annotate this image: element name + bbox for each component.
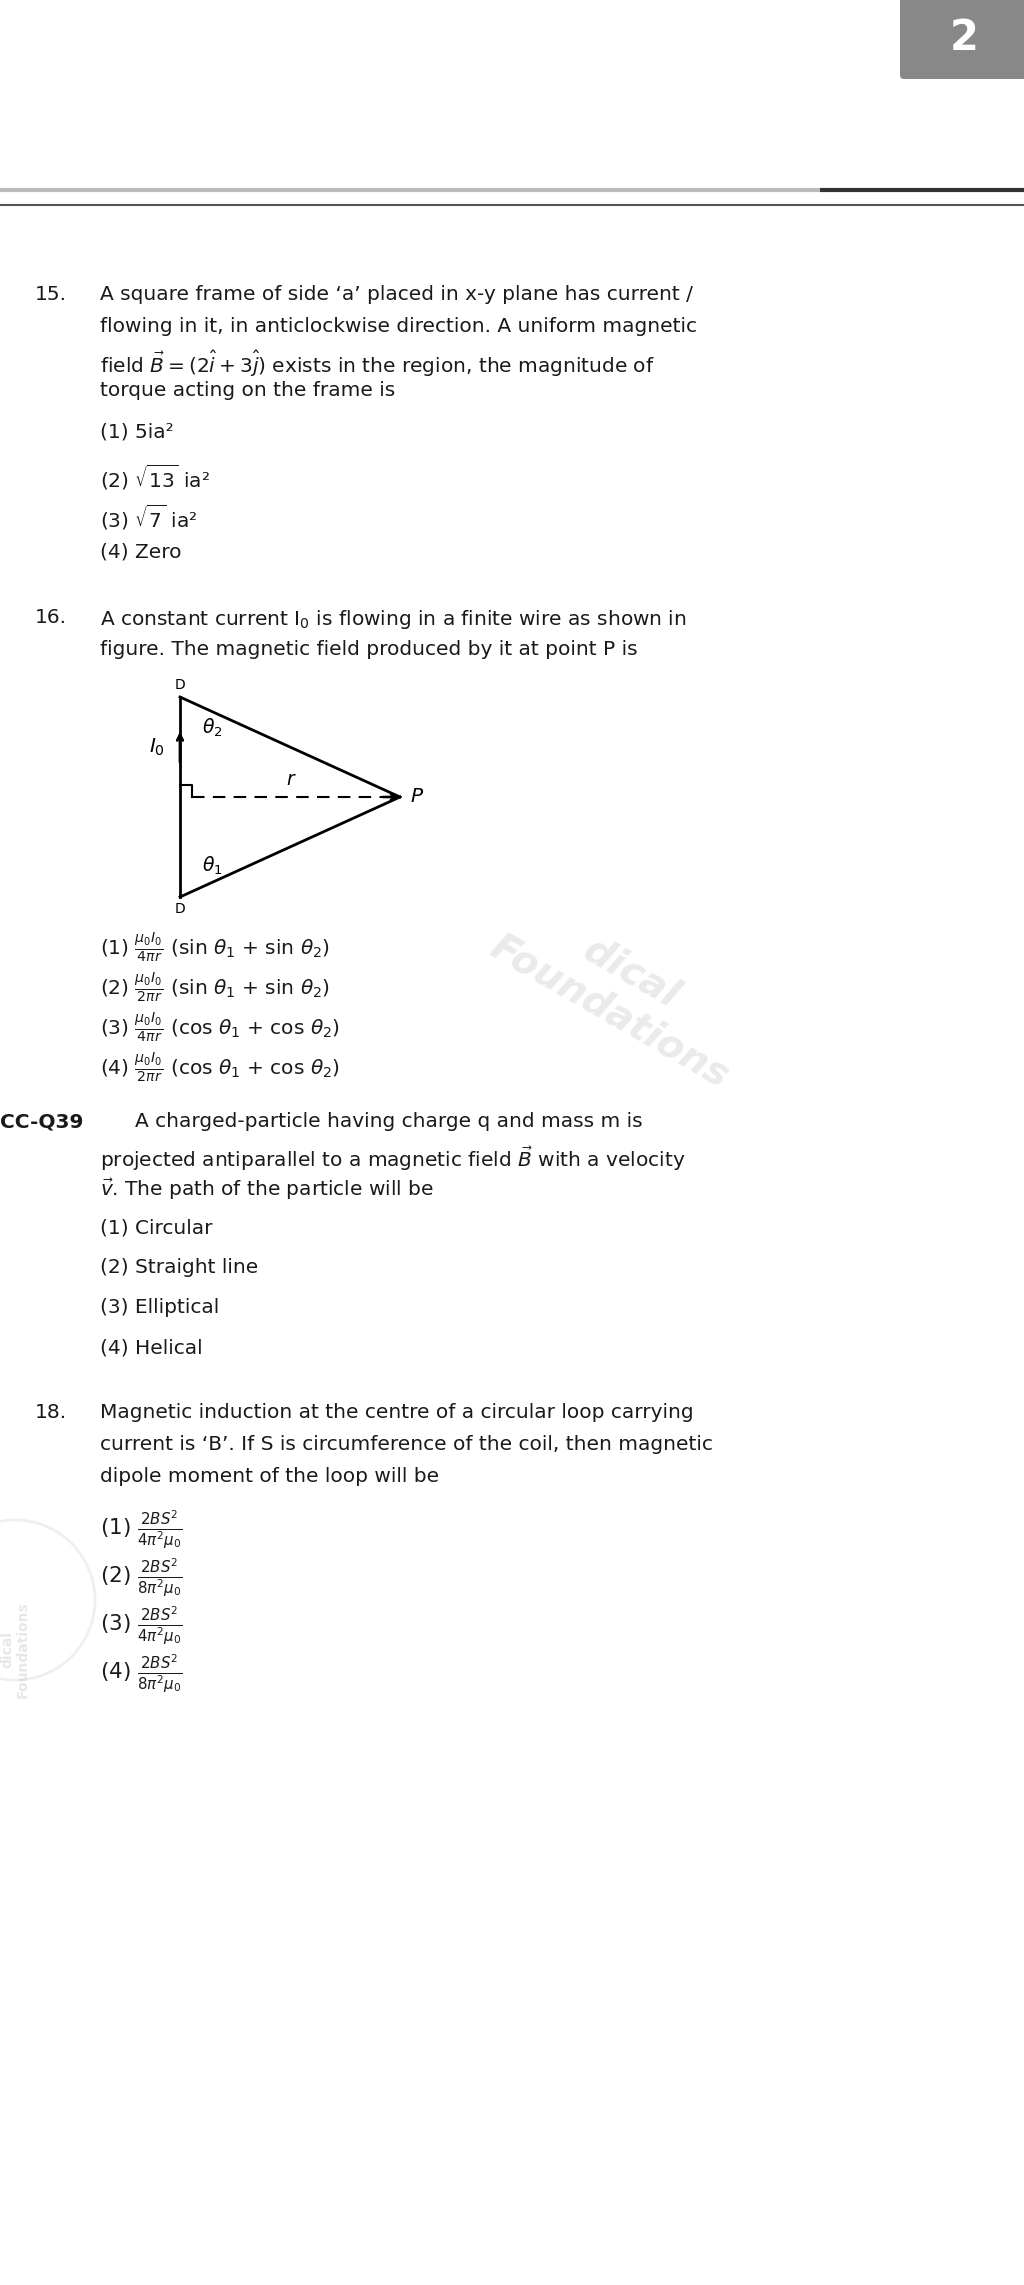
Text: (4) $\frac{\mu_0 I_0}{2\pi r}$ (cos $\theta_1$ + cos $\theta_2$): (4) $\frac{\mu_0 I_0}{2\pi r}$ (cos $\th… bbox=[100, 1051, 340, 1085]
Text: CC-Q39: CC-Q39 bbox=[0, 1113, 83, 1131]
Text: D: D bbox=[175, 679, 185, 692]
Text: D: D bbox=[175, 903, 185, 916]
Text: figure. The magnetic field produced by it at point P is: figure. The magnetic field produced by i… bbox=[100, 640, 638, 658]
Text: (3) $\frac{2BS^2}{4\pi^2\mu_0}$: (3) $\frac{2BS^2}{4\pi^2\mu_0}$ bbox=[100, 1604, 182, 1647]
Text: field $\vec{B} = (2\hat{i} + 3\hat{j})$ exists in the region, the magnitude of: field $\vec{B} = (2\hat{i} + 3\hat{j})$ … bbox=[100, 350, 654, 379]
Text: A charged-particle having charge q and mass m is: A charged-particle having charge q and m… bbox=[135, 1113, 643, 1131]
Text: 16.: 16. bbox=[35, 608, 67, 626]
Text: (2) $\frac{\mu_0 I_0}{2\pi r}$ (sin $\theta_1$ + sin $\theta_2$): (2) $\frac{\mu_0 I_0}{2\pi r}$ (sin $\th… bbox=[100, 971, 330, 1005]
Text: torque acting on the frame is: torque acting on the frame is bbox=[100, 382, 395, 400]
Text: $I_0$: $I_0$ bbox=[150, 736, 165, 759]
Text: 2: 2 bbox=[949, 16, 979, 59]
Text: $\vec{v}$. The path of the particle will be: $\vec{v}$. The path of the particle will… bbox=[100, 1177, 434, 1202]
Text: dical
Foundations: dical Foundations bbox=[0, 1602, 30, 1698]
Text: (3) Elliptical: (3) Elliptical bbox=[100, 1298, 219, 1316]
Text: (1) $\frac{2BS^2}{4\pi^2\mu_0}$: (1) $\frac{2BS^2}{4\pi^2\mu_0}$ bbox=[100, 1508, 182, 1552]
Text: dipole moment of the loop will be: dipole moment of the loop will be bbox=[100, 1467, 439, 1485]
Text: dical
Foundations: dical Foundations bbox=[483, 889, 757, 1095]
Text: Magnetic induction at the centre of a circular loop carrying: Magnetic induction at the centre of a ci… bbox=[100, 1403, 693, 1421]
Text: flowing in it, in anticlockwise direction. A uniform magnetic: flowing in it, in anticlockwise directio… bbox=[100, 318, 697, 336]
Text: r: r bbox=[286, 770, 294, 788]
Text: (3) $\frac{\mu_0 I_0}{4\pi r}$ (cos $\theta_1$ + cos $\theta_2$): (3) $\frac{\mu_0 I_0}{4\pi r}$ (cos $\th… bbox=[100, 1012, 340, 1044]
Text: (4) Zero: (4) Zero bbox=[100, 544, 181, 562]
Text: (4) Helical: (4) Helical bbox=[100, 1339, 203, 1357]
Text: 18.: 18. bbox=[35, 1403, 68, 1421]
Text: $\theta_2$: $\theta_2$ bbox=[202, 717, 222, 740]
Text: (3) $\sqrt{7}$ ia²: (3) $\sqrt{7}$ ia² bbox=[100, 503, 198, 532]
Text: (4) $\frac{2BS^2}{8\pi^2\mu_0}$: (4) $\frac{2BS^2}{8\pi^2\mu_0}$ bbox=[100, 1652, 182, 1695]
Text: 15.: 15. bbox=[35, 286, 67, 304]
Text: (2) $\frac{2BS^2}{8\pi^2\mu_0}$: (2) $\frac{2BS^2}{8\pi^2\mu_0}$ bbox=[100, 1556, 182, 1599]
Text: (1) 5ia²: (1) 5ia² bbox=[100, 423, 174, 441]
Text: (2) Straight line: (2) Straight line bbox=[100, 1259, 258, 1277]
Text: (1) Circular: (1) Circular bbox=[100, 1218, 213, 1236]
FancyBboxPatch shape bbox=[900, 0, 1024, 80]
Text: projected antiparallel to a magnetic field $\vec{B}$ with a velocity: projected antiparallel to a magnetic fie… bbox=[100, 1145, 686, 1172]
Text: $\theta_1$: $\theta_1$ bbox=[202, 855, 222, 877]
Text: A constant current I$_0$ is flowing in a finite wire as shown in: A constant current I$_0$ is flowing in a… bbox=[100, 608, 687, 631]
Text: (1) $\frac{\mu_0 I_0}{4\pi r}$ (sin $\theta_1$ + sin $\theta_2$): (1) $\frac{\mu_0 I_0}{4\pi r}$ (sin $\th… bbox=[100, 932, 330, 964]
Text: current is ‘B’. If S is circumference of the coil, then magnetic: current is ‘B’. If S is circumference of… bbox=[100, 1435, 713, 1453]
Text: P: P bbox=[410, 788, 422, 807]
Text: A square frame of side ‘a’ placed in x-y plane has current /: A square frame of side ‘a’ placed in x-y… bbox=[100, 286, 693, 304]
Text: (2) $\sqrt{13}$ ia²: (2) $\sqrt{13}$ ia² bbox=[100, 464, 210, 491]
